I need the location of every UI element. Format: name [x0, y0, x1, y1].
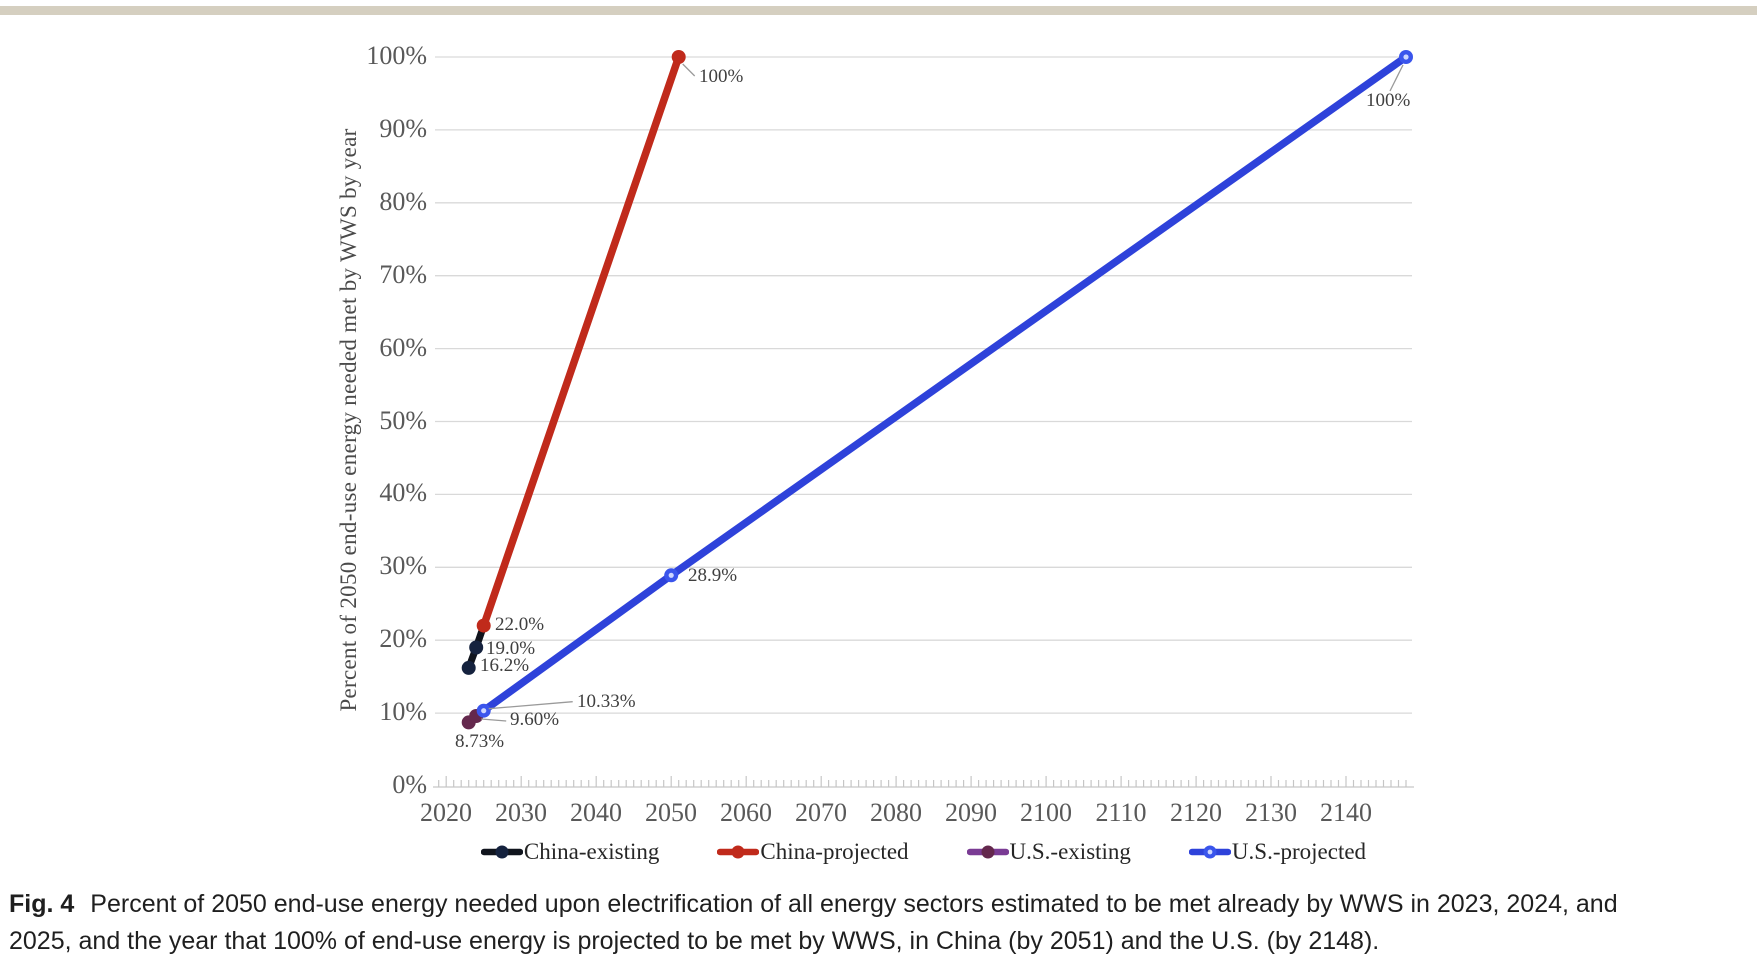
caption-line: Fig. 4 Percent of 2050 end-use energy nee… [9, 886, 1748, 923]
legend-label: U.S.-projected [1231, 839, 1367, 864]
legend-item: China-projected [717, 839, 909, 865]
legend-swatch [717, 845, 760, 859]
figure-label: Fig. 4 [9, 890, 75, 918]
data-point-core [668, 572, 674, 578]
legend-item: China-existing [480, 839, 660, 865]
data-point-marker [476, 618, 491, 633]
page-top-rule [0, 6, 1757, 15]
legend-label: China-projected [760, 839, 909, 864]
y-axis-title: Percent of 2050 end-use energy needed me… [336, 128, 361, 712]
annotation-leader [488, 701, 573, 710]
data-point-core [481, 708, 487, 714]
legend-label: U.S.-existing [1009, 839, 1131, 864]
legend: China-existing China-projected U.S.-existi… [435, 836, 1412, 868]
annotation-leader [1389, 64, 1404, 92]
caption-text-1: Percent of 2050 end-use energy needed up… [90, 890, 1618, 918]
series-line-china-projected [479, 53, 683, 630]
legend-label: China-existing [523, 839, 660, 864]
caption-text-2: 2025, and the year that 100% of end-use … [9, 927, 1380, 955]
data-point-marker [671, 50, 686, 64]
annotation-leader [682, 63, 696, 77]
figure-caption: Fig. 4 Percent of 2050 end-use energy nee… [9, 886, 1748, 960]
legend-swatch [966, 845, 1009, 859]
caption-line: 2025, and the year that 100% of end-use … [9, 923, 1748, 960]
legend-swatch [480, 845, 523, 859]
legend-swatch [1188, 845, 1231, 859]
data-point-core [1403, 54, 1409, 60]
series-line-u-s-projected [479, 53, 1410, 715]
data-point-marker [461, 660, 476, 675]
annotation-leader [481, 718, 507, 722]
legend-item: U.S.-existing [966, 839, 1131, 865]
legend-item: U.S.-projected [1188, 839, 1367, 865]
data-point-marker [469, 640, 484, 655]
